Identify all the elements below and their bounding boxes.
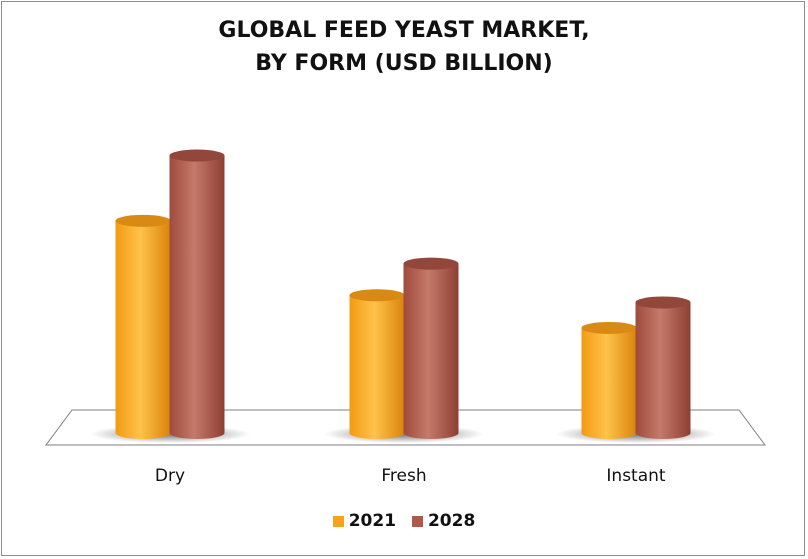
bar-top	[581, 321, 637, 334]
bar-body	[115, 220, 171, 440]
legend-label-2028: 2028	[427, 511, 476, 531]
bar-top	[349, 289, 405, 302]
bar-body	[169, 155, 225, 440]
category-labels: Dry Fresh Instant	[155, 466, 666, 486]
bar-body	[635, 302, 691, 440]
bar-body	[581, 327, 637, 440]
bar-fresh-2021	[349, 289, 405, 440]
bar-dry-2021	[115, 214, 171, 440]
chart-title-line-1: GLOBAL FEED YEAST MARKET,	[218, 18, 590, 43]
legend-swatch-2021	[332, 515, 344, 527]
legend: 2021 2028	[0, 511, 808, 532]
bar-body	[349, 295, 405, 440]
bar-instant-2021	[581, 321, 637, 440]
legend-item-2028: 2028	[411, 511, 476, 531]
legend-label-2021: 2021	[348, 511, 397, 531]
category-label-dry: Dry	[155, 466, 185, 486]
category-label-instant: Instant	[606, 466, 666, 486]
bar-instant-2028	[635, 296, 691, 440]
bar-top	[635, 296, 691, 309]
bar-body	[403, 263, 459, 440]
bars-group	[90, 149, 716, 443]
legend-swatch-2028	[411, 515, 423, 527]
category-label-fresh: Fresh	[381, 466, 426, 486]
bar-top	[403, 257, 459, 270]
legend-item-2021: 2021	[332, 511, 397, 531]
chart-title-line-2: BY FORM (USD BILLION)	[255, 51, 553, 76]
chart-title: GLOBAL FEED YEAST MARKET, BY FORM (USD B…	[0, 14, 808, 80]
bar-fresh-2028	[403, 257, 459, 440]
bar-dry-2028	[169, 149, 225, 440]
bar-top	[115, 214, 171, 227]
bar-top	[169, 149, 225, 162]
